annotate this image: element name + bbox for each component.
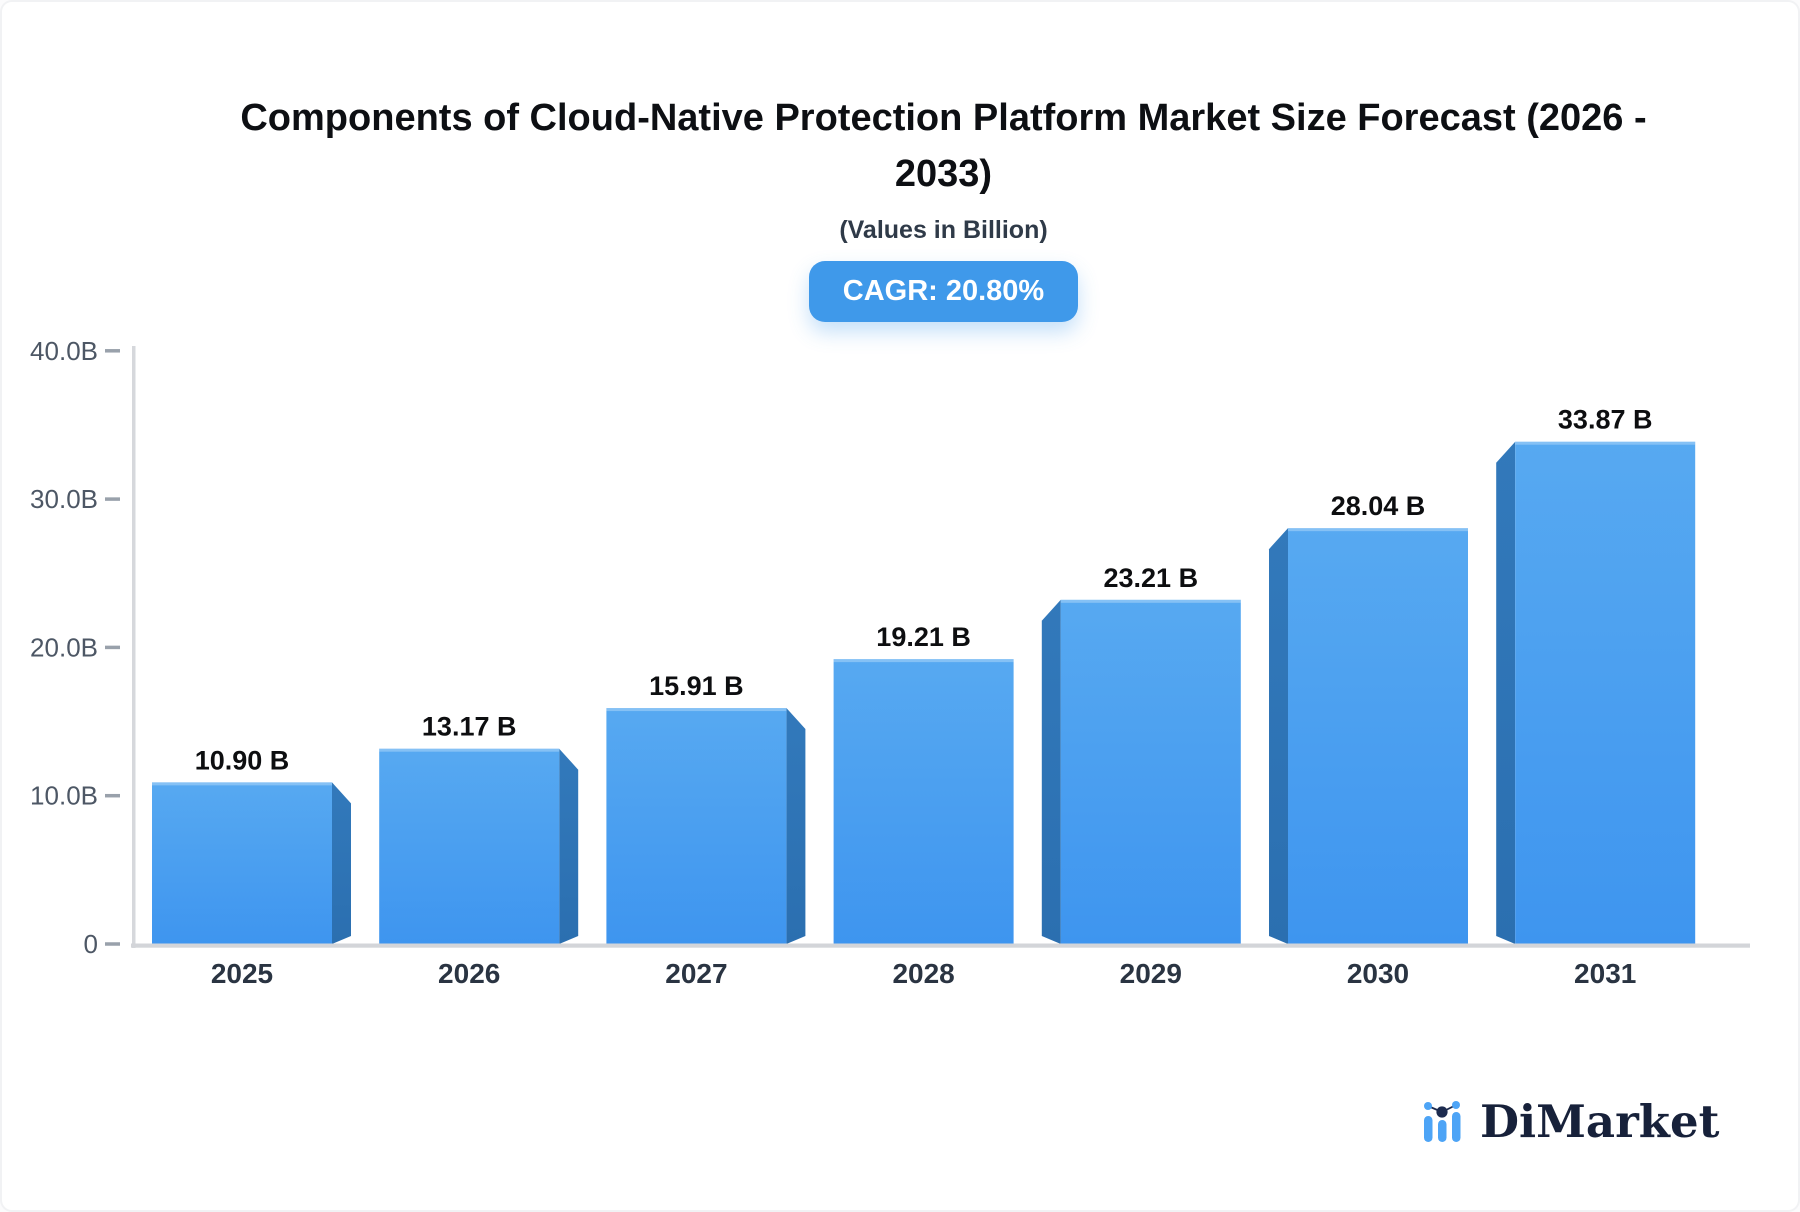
bar-front-face[interactable] (152, 782, 332, 944)
y-axis-tick-label: 30.0B (30, 484, 98, 514)
bar-value-label: 19.21 B (876, 622, 971, 652)
bar-side-face (1041, 599, 1061, 944)
y-axis-tick-label: 40.0B (30, 336, 98, 366)
bar-side-face (1496, 441, 1516, 944)
chart-title-line-1: Components of Cloud-Native Protection Pl… (240, 97, 1647, 139)
y-axis-tick-mark (105, 793, 120, 798)
bar-side-face (559, 748, 579, 944)
bar-front-face[interactable] (606, 708, 787, 944)
bar-top-highlight (606, 708, 787, 712)
chart-title-line-2: 2033) (894, 153, 993, 195)
y-axis-tick-mark (105, 497, 120, 501)
bar-value-label: 13.17 B (422, 712, 517, 742)
bar-value-label: 23.21 B (1104, 563, 1199, 593)
bar-value-label: 15.91 B (649, 671, 744, 701)
dimarket-logo-icon (1424, 1101, 1461, 1142)
chart-header: Components of Cloud-Native Protection Pl… (137, 90, 1750, 322)
bar-top-highlight (1060, 599, 1241, 603)
brand-logo: DiMarket (1423, 1096, 1719, 1148)
bar-value-label: 28.04 B (1331, 491, 1426, 521)
bar-top-highlight (1515, 441, 1696, 445)
x-axis-category-label: 2029 (1120, 958, 1182, 989)
dimarket-logo-text: DiMarket (1480, 1095, 1720, 1148)
cagr-badge: CAGR: 20.80% (808, 261, 1079, 322)
x-axis-category-label: 2026 (438, 958, 500, 989)
bar-value-label: 33.87 B (1558, 405, 1653, 435)
bar-front-face[interactable] (833, 659, 1014, 944)
x-axis-line (131, 943, 1750, 948)
bar-side-face (332, 782, 351, 944)
y-axis-tick-label: 0 (84, 929, 98, 959)
chart-subtitle: (Values in Billion) (839, 216, 1048, 244)
bar-value-label: 10.90 B (195, 745, 290, 775)
bar-side-face (786, 708, 806, 944)
x-axis-category-label: 2025 (211, 958, 273, 989)
y-axis-tick-mark (105, 645, 120, 650)
bar-top-highlight (1288, 528, 1468, 532)
y-axis-tick-mark (105, 942, 120, 946)
bar-front-face[interactable] (1060, 599, 1241, 944)
y-axis-tick-label: 20.0B (30, 632, 98, 662)
chart-title: Components of Cloud-Native Protection Pl… (137, 90, 1750, 202)
x-axis-category-label: 2030 (1347, 958, 1409, 989)
bar-side-face (1269, 528, 1288, 944)
y-axis-tick-label: 10.0B (30, 781, 98, 811)
bar-top-highlight (833, 659, 1014, 663)
bar-front-face[interactable] (1515, 441, 1696, 944)
x-axis-category-label: 2031 (1574, 958, 1636, 989)
y-axis-tick-mark (105, 349, 120, 353)
y-axis-line (132, 346, 136, 948)
bar-front-face[interactable] (1288, 528, 1468, 944)
bar-top-highlight (379, 748, 560, 752)
bar-front-face[interactable] (379, 748, 560, 944)
x-axis-category-label: 2028 (892, 958, 954, 989)
x-axis-category-label: 2027 (665, 958, 727, 989)
bar-top-highlight (152, 782, 332, 786)
